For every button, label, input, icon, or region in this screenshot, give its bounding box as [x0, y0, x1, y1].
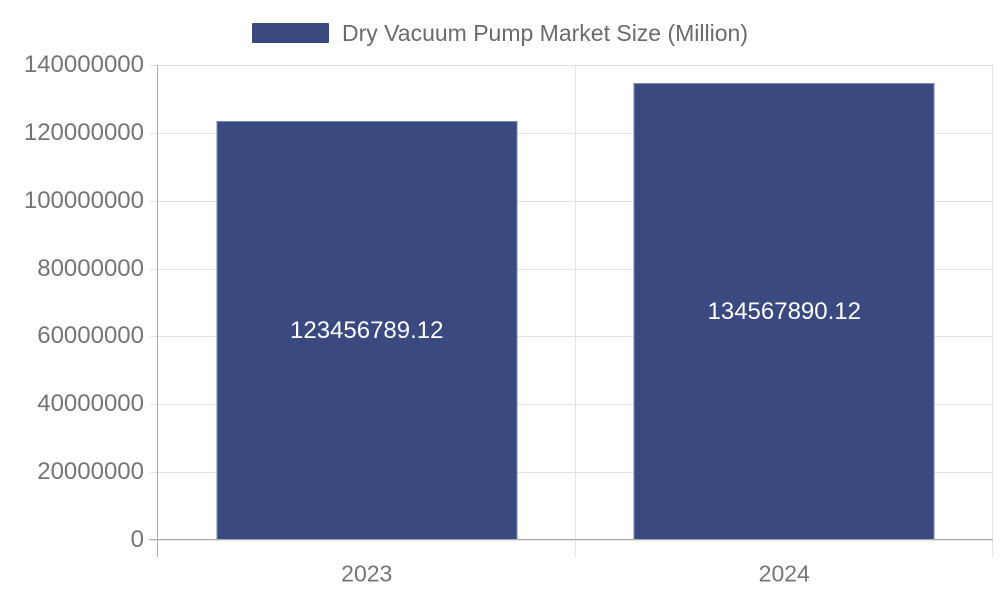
- y-axis-tick: [150, 336, 158, 338]
- y-axis-tick: [150, 472, 158, 474]
- bar-value-label: 134567890.12: [707, 297, 862, 325]
- category-boundary-line: [574, 65, 576, 557]
- x-axis-label-2023: 2023: [341, 560, 393, 587]
- y-axis-label: 120000000: [23, 118, 144, 146]
- y-axis-label: 60000000: [37, 322, 144, 350]
- bar-2024[interactable]: 134567890.12: [633, 83, 935, 540]
- y-axis-tick: [150, 132, 158, 134]
- plot-area: 140000000 120000000 100000000 80000000 60000…: [24, 51, 993, 587]
- bar-2023[interactable]: 123456789.12: [216, 121, 518, 540]
- legend-label: Dry Vacuum Pump Market Size (Million): [341, 19, 748, 46]
- legend-swatch-icon: [251, 23, 329, 43]
- y-grid-line: [158, 132, 993, 134]
- y-axis-tick: [150, 404, 158, 406]
- y-axis-label: 20000000: [37, 458, 144, 486]
- y-axis-label: 140000000: [23, 51, 144, 78]
- y-axis-label: 80000000: [37, 254, 144, 282]
- x-axis-label-2024: 2024: [758, 560, 810, 587]
- y-axis-tick: [150, 200, 158, 202]
- y-axis-label: 100000000: [23, 186, 144, 214]
- y-axis-tick: [150, 268, 158, 270]
- category-boundary-line: [992, 65, 993, 557]
- legend-item[interactable]: Dry Vacuum Pump Market Size (Million): [0, 20, 1000, 46]
- y-grid-line: [158, 65, 993, 66]
- y-axis-tick: [150, 540, 158, 541]
- y-axis-label: 40000000: [37, 390, 144, 418]
- y-grid-line: [158, 268, 993, 270]
- y-grid-line: [158, 540, 993, 541]
- y-axis-tick: [150, 65, 158, 66]
- y-grid-line: [158, 336, 993, 338]
- bar-value-label: 123456789.12: [290, 316, 444, 344]
- y-grid-line: [158, 404, 993, 406]
- y-axis-line: [157, 65, 158, 557]
- y-axis-label: 0: [130, 526, 144, 553]
- x-axis-line: [149, 539, 993, 540]
- y-grid-line: [158, 200, 993, 202]
- y-grid-line: [158, 472, 993, 474]
